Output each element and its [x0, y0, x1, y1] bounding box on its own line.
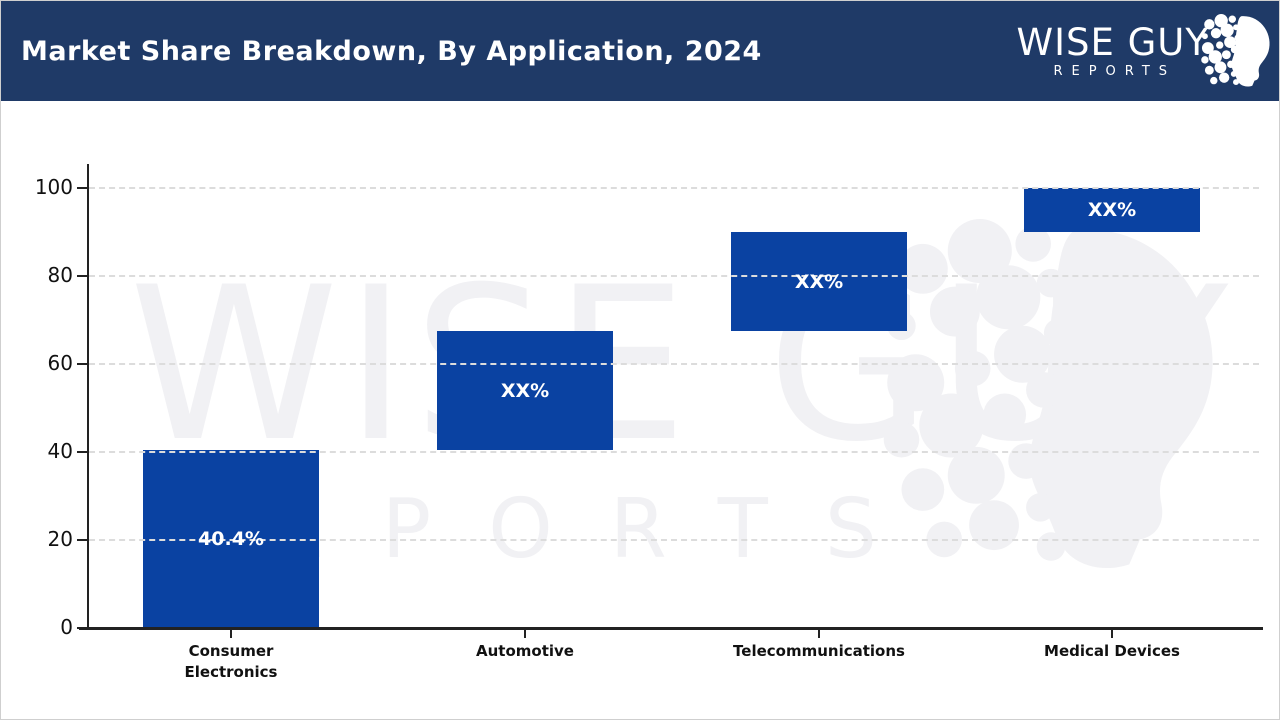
- y-tick-mark: [77, 539, 87, 541]
- x-category-label: Telecommunications: [733, 642, 905, 660]
- bar-value-label: XX%: [1087, 199, 1137, 221]
- y-tick-label: 100: [34, 175, 73, 199]
- y-tick-mark: [77, 627, 87, 629]
- dotted-head-icon: [1201, 14, 1270, 87]
- y-tick-label: 80: [47, 263, 73, 287]
- x-axis-line: [79, 627, 1263, 630]
- y-tick-mark: [77, 187, 87, 189]
- x-category-label: Medical Devices: [1044, 642, 1180, 660]
- gridline: [89, 275, 1259, 277]
- bar-value-label: 40.4%: [198, 528, 264, 551]
- brand-logo: WISE GUY REPORTS: [1017, 1, 1273, 101]
- y-tick-label: 0: [60, 615, 73, 639]
- brand-logo-text: WISE GUY REPORTS: [1017, 24, 1209, 79]
- bar: [437, 331, 613, 451]
- brand-name: WISE GUY: [1016, 20, 1209, 64]
- gridline: [89, 451, 1259, 453]
- y-tick-mark: [77, 451, 87, 453]
- x-tick-mark: [818, 630, 820, 638]
- bar: [1024, 188, 1200, 232]
- x-tick-mark: [1111, 630, 1113, 638]
- bar-value-label: XX%: [794, 270, 844, 293]
- bar-value-label: XX%: [500, 379, 550, 402]
- x-category-label: Consumer Electronics: [184, 642, 278, 681]
- x-category-label: Automotive: [476, 642, 574, 660]
- y-tick-mark: [77, 275, 87, 277]
- gridline: [89, 187, 1259, 189]
- brand-subname: REPORTS: [1053, 63, 1177, 79]
- bar: [731, 232, 907, 331]
- watermark-head-icon: [883, 219, 1213, 569]
- y-tick-label: 60: [47, 351, 73, 375]
- x-tick-mark: [524, 630, 526, 638]
- y-tick-label: 20: [47, 527, 73, 551]
- y-axis-line: [87, 164, 89, 630]
- y-tick-mark: [77, 363, 87, 365]
- header-band: Market Share Breakdown, By Application, …: [1, 1, 1279, 101]
- page-title: Market Share Breakdown, By Application, …: [21, 35, 762, 67]
- x-tick-mark: [230, 630, 232, 638]
- gridline: [89, 363, 1259, 365]
- y-tick-label: 40: [47, 439, 73, 463]
- gridline: [89, 539, 1259, 541]
